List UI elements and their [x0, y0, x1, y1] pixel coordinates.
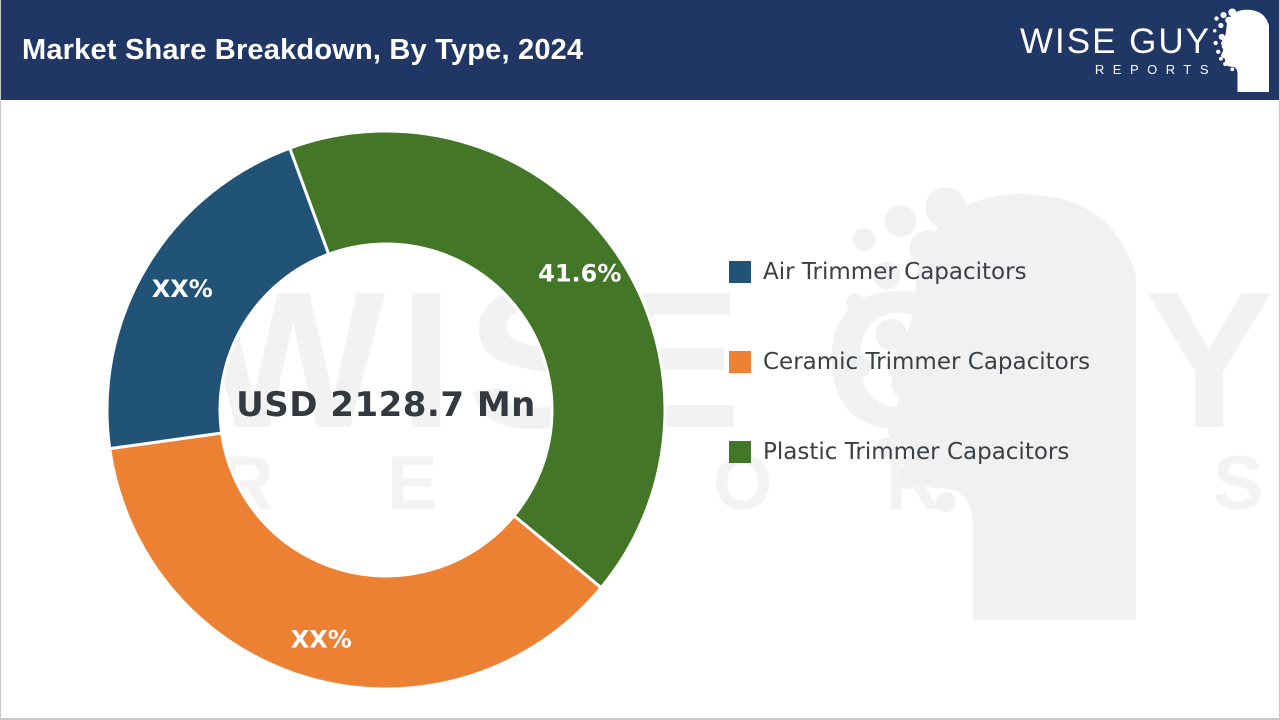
header-bar: Market Share Breakdown, By Type, 2024 WI…: [1, 0, 1280, 100]
legend-label-plastic: Plastic Trimmer Capacitors: [763, 439, 1070, 465]
slice-value-label: XX%: [291, 626, 352, 654]
legend-item-ceramic-trimmer-capacitors: Ceramic Trimmer Capacitors: [729, 345, 1090, 379]
page-title: Market Share Breakdown, By Type, 2024: [22, 33, 584, 66]
chart-legend: Air Trimmer Capacitors Ceramic Trimmer C…: [729, 255, 1090, 525]
donut-slice-plastic-trimmer-capacitors: [288, 129, 667, 590]
donut-center-value: USD 2128.7 Mn: [236, 385, 536, 425]
legend-swatch-plastic: [729, 441, 751, 463]
legend-item-plastic-trimmer-capacitors: Plastic Trimmer Capacitors: [729, 435, 1090, 469]
logo-text: WISE GUY REPORTS: [1019, 21, 1211, 77]
legend-item-air-trimmer-capacitors: Air Trimmer Capacitors: [729, 255, 1090, 289]
legend-label-air: Air Trimmer Capacitors: [763, 259, 1027, 285]
slice-value-label: XX%: [152, 275, 213, 303]
donut-slice-air-trimmer-capacitors: [105, 146, 331, 451]
donut-slice-ceramic-trimmer-capacitors: [108, 431, 603, 691]
logo-subtitle: REPORTS: [1094, 61, 1217, 77]
legend-label-ceramic: Ceramic Trimmer Capacitors: [763, 349, 1091, 375]
legend-swatch-ceramic: [729, 351, 751, 373]
logo-name: WISE GUY: [1019, 21, 1211, 61]
legend-swatch-air: [729, 261, 751, 283]
logo-face-icon: [1213, 8, 1269, 92]
slice-value-label: 41.6%: [538, 260, 621, 288]
wise-guy-reports-logo: WISE GUY REPORTS: [1020, 8, 1280, 92]
